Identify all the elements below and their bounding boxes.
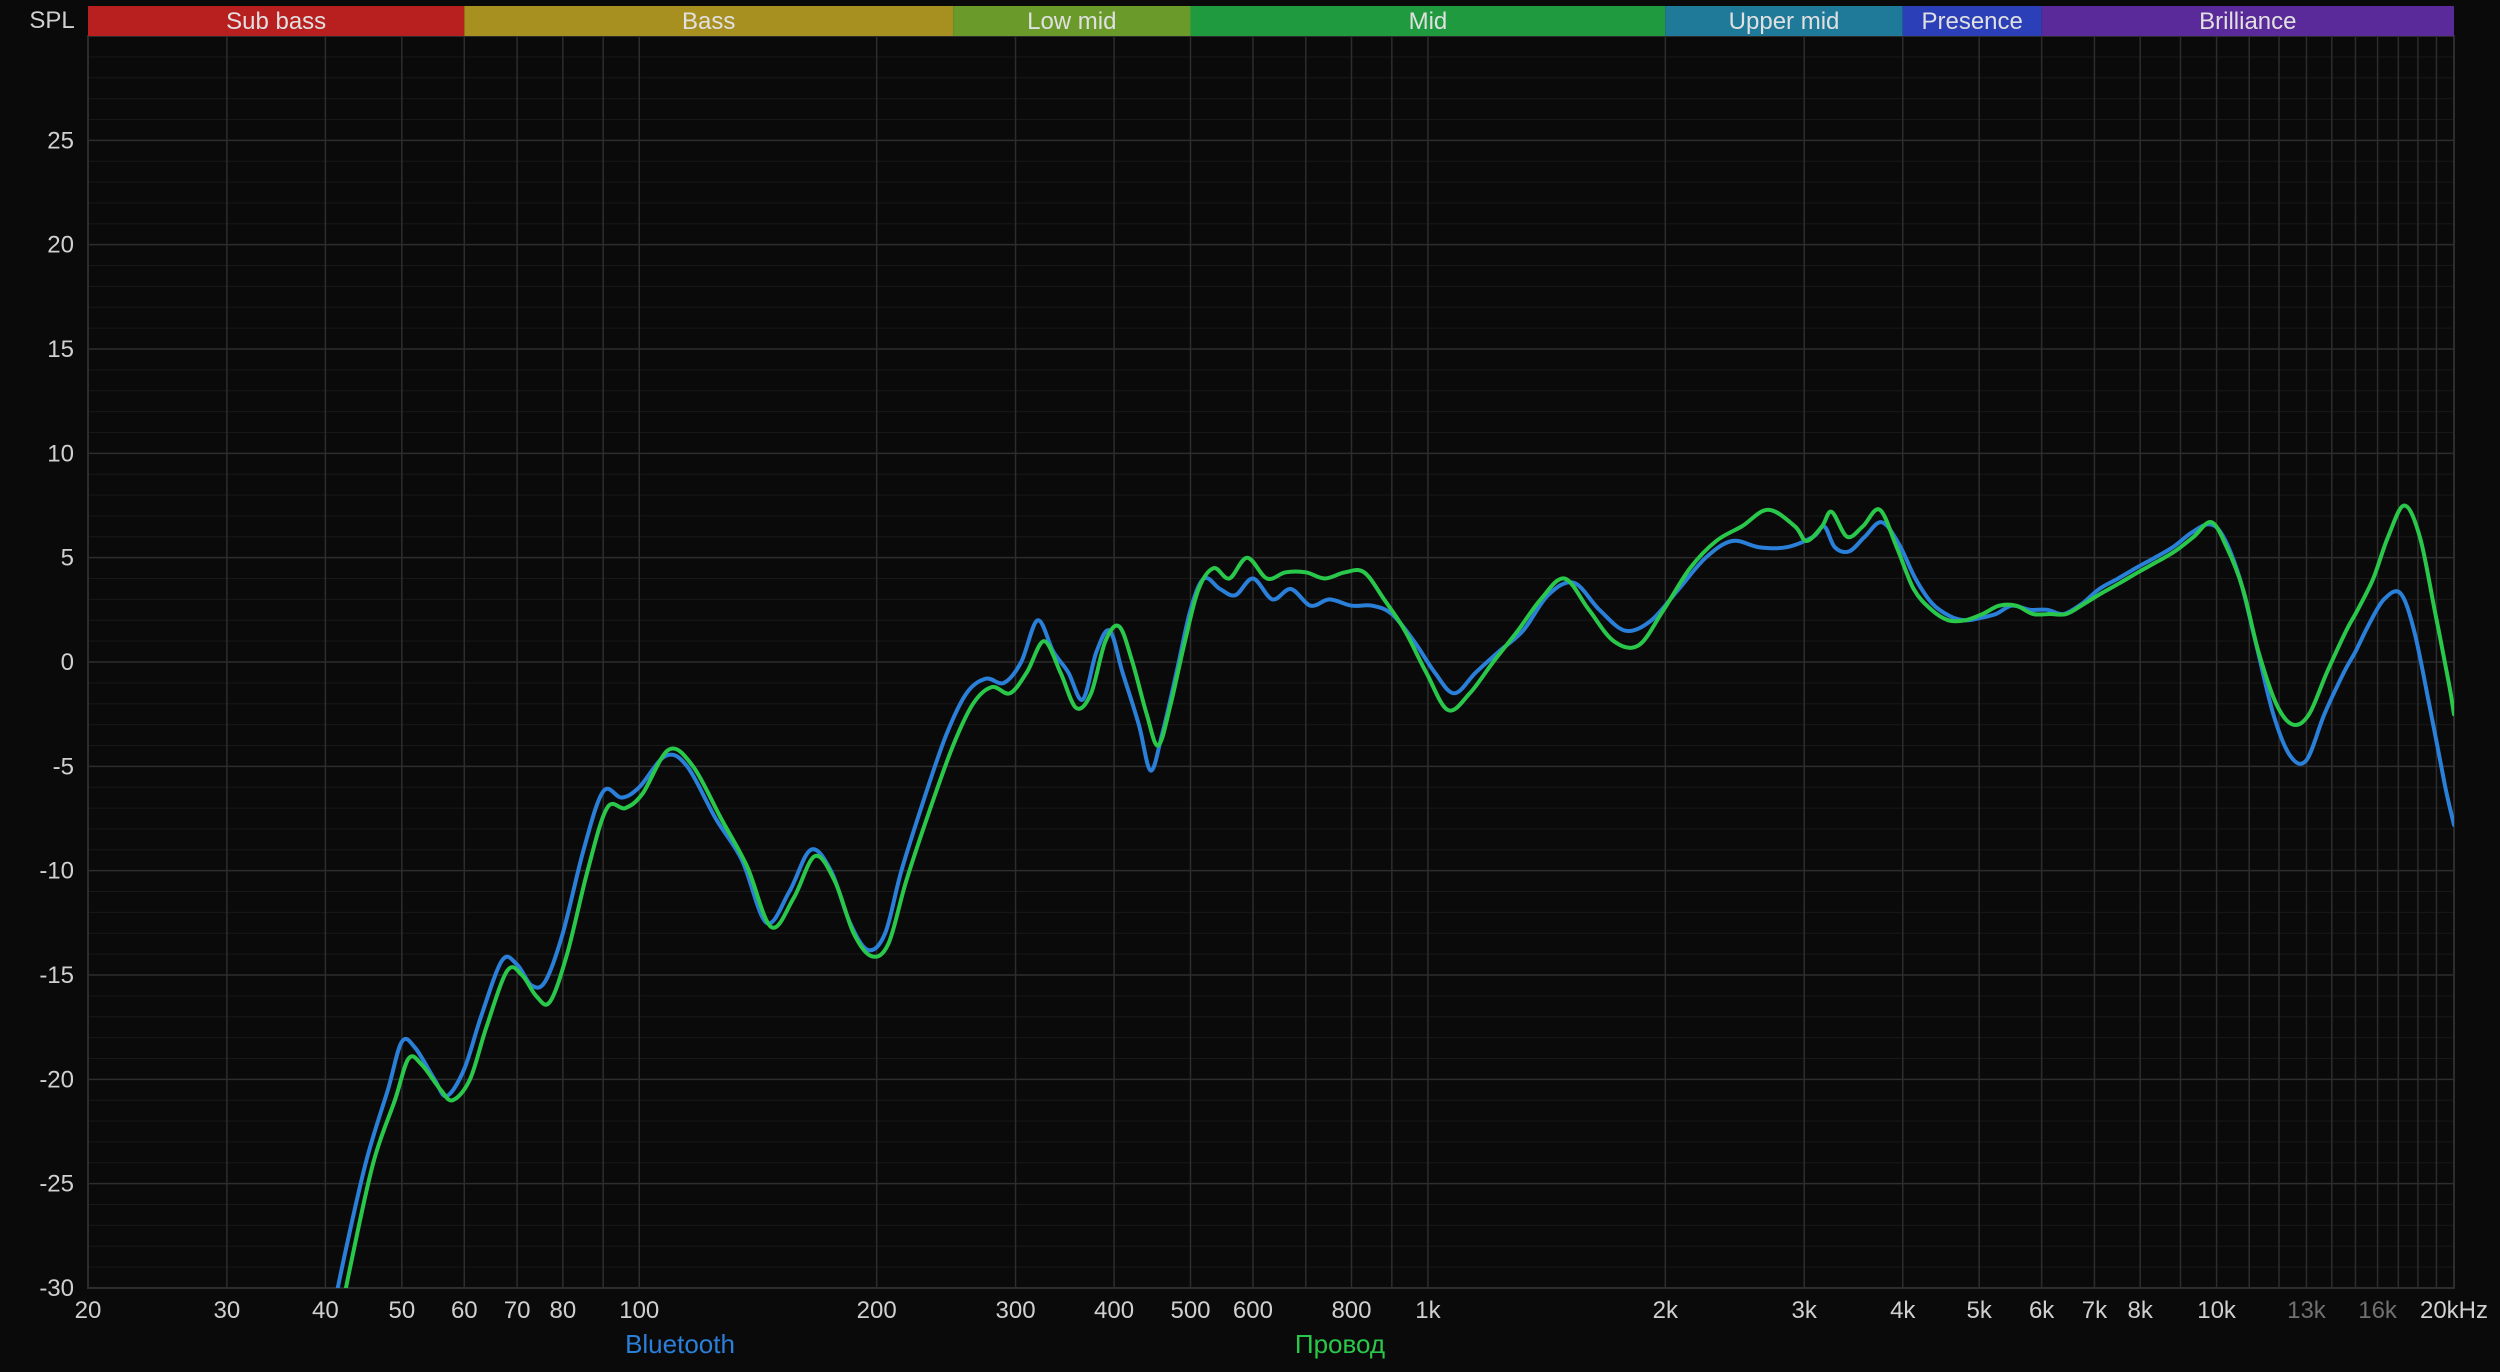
x-tick-label: 800	[1331, 1297, 1371, 1324]
band-label: Brilliance	[2199, 8, 2296, 35]
x-tick-label: 100	[619, 1297, 659, 1324]
x-tick-label: 1k	[1415, 1297, 1441, 1324]
x-tick-label: 50	[388, 1297, 415, 1324]
x-tick-label: 30	[214, 1297, 241, 1324]
y-tick-label: -25	[39, 1171, 74, 1198]
x-tick-label: 300	[996, 1297, 1036, 1324]
y-tick-label: -30	[39, 1275, 74, 1302]
x-tick-label: 600	[1233, 1297, 1273, 1324]
band-label: Mid	[1409, 8, 1448, 35]
x-tick-label: 80	[549, 1297, 576, 1324]
y-tick-label: -5	[53, 753, 74, 780]
y-tick-label: -10	[39, 858, 74, 885]
y-axis-title: SPL	[29, 7, 74, 34]
y-tick-label: 20	[47, 232, 74, 259]
x-tick-label: 5k	[1966, 1297, 1992, 1324]
x-tick-label: 8k	[2127, 1297, 2153, 1324]
band-label: Bass	[682, 8, 735, 35]
x-tick-label: 4k	[1890, 1297, 1916, 1324]
x-tick-label: 2k	[1653, 1297, 1679, 1324]
chart-svg: Sub bass Bass Low mid Mid Upper mid Presence B…	[0, 0, 2500, 1372]
x-tick-label: 16k	[2358, 1297, 2398, 1324]
y-tick-label: -20	[39, 1066, 74, 1093]
x-tick-label: 6k	[2029, 1297, 2055, 1324]
x-tick-label: 13k	[2287, 1297, 2327, 1324]
band-label: Upper mid	[1729, 8, 1840, 35]
legend-bluetooth: Bluetooth	[625, 1329, 735, 1359]
x-tick-label: 200	[857, 1297, 897, 1324]
y-tick-label: 0	[61, 649, 74, 676]
y-tick-label: -15	[39, 962, 74, 989]
x-tick-label: 20	[75, 1297, 102, 1324]
y-tick-label: 10	[47, 440, 74, 467]
y-tick-label: 25	[47, 127, 74, 154]
x-tick-label: 7k	[2082, 1297, 2108, 1324]
x-tick-label: 10k	[2197, 1297, 2237, 1324]
x-tick-label: 3k	[1792, 1297, 1818, 1324]
x-tick-label: 60	[451, 1297, 478, 1324]
band-label: Low mid	[1027, 8, 1116, 35]
x-tick-label: 20kHz	[2420, 1297, 2488, 1324]
frequency-response-chart: Sub bass Bass Low mid Mid Upper mid Presence B…	[0, 0, 2500, 1372]
legend-провод: Провод	[1295, 1329, 1385, 1359]
y-tick-label: 5	[61, 545, 74, 572]
x-tick-label: 400	[1094, 1297, 1134, 1324]
band-label: Sub bass	[226, 8, 326, 35]
x-tick-label: 70	[504, 1297, 531, 1324]
x-tick-label: 500	[1170, 1297, 1210, 1324]
y-tick-label: 15	[47, 336, 74, 363]
x-tick-label: 40	[312, 1297, 339, 1324]
band-label: Presence	[1921, 8, 2022, 35]
